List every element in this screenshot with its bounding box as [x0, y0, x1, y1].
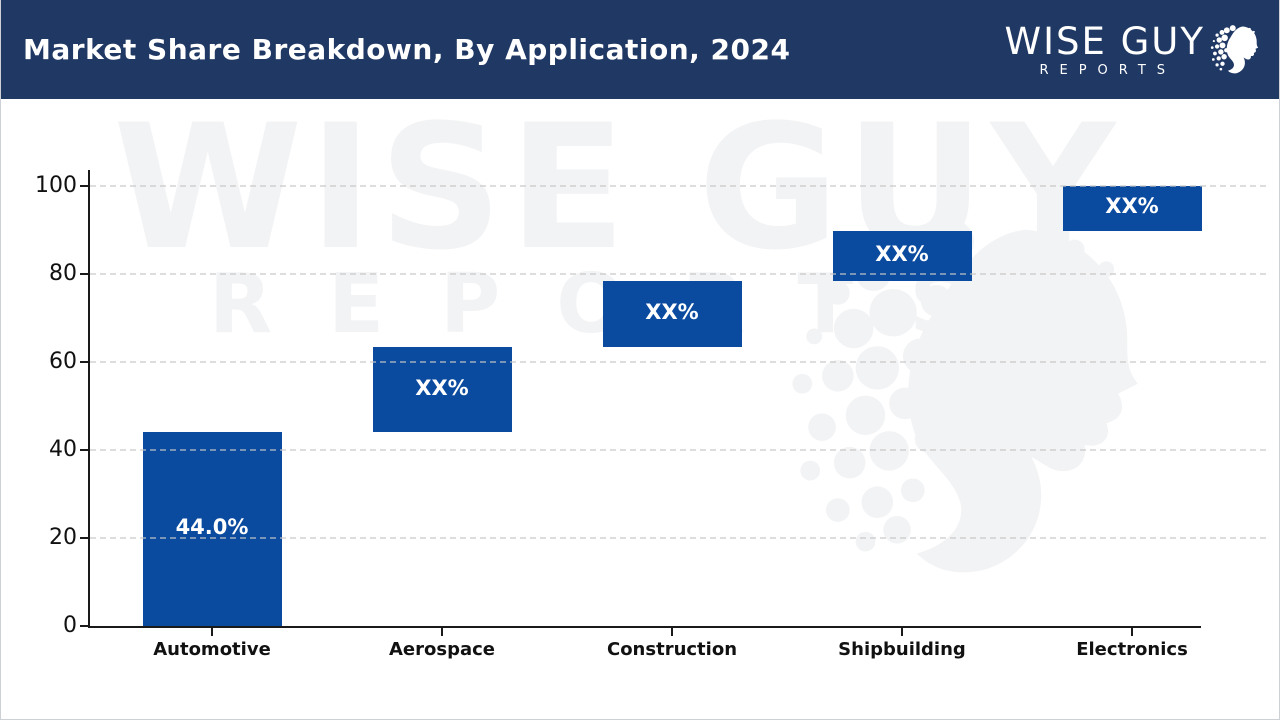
x-axis-tick: [901, 628, 903, 636]
y-tick-label: 100: [35, 173, 77, 198]
category-label: Electronics: [1076, 639, 1188, 660]
x-axis-line: [88, 626, 1201, 628]
gridline-60: [90, 361, 1266, 363]
y-axis-tick: [80, 361, 88, 363]
category-label: Aerospace: [388, 639, 495, 660]
category-label: Construction: [606, 639, 738, 660]
header: Market Share Breakdown, By Application, …: [1, 0, 1279, 99]
x-axis-tick: [671, 628, 673, 636]
y-tick-label: 0: [63, 613, 77, 638]
bar-value-label: XX%: [1105, 194, 1159, 219]
y-axis-tick: [80, 273, 88, 275]
gridline-20: [90, 537, 1266, 539]
y-axis-tick: [80, 537, 88, 539]
gridline-100: [90, 185, 1266, 187]
brand-logo: WISE GUY REPORTS: [1005, 12, 1263, 88]
x-axis-tick: [211, 628, 213, 636]
page-title: Market Share Breakdown, By Application, …: [23, 33, 791, 66]
chart-area: WISE GUY REPORTS 44.0%AutomotiveXX%Aeros…: [1, 87, 1279, 719]
category-label: Shipbuilding: [838, 639, 966, 660]
gridline-40: [90, 449, 1266, 451]
head-profile-icon: [1210, 24, 1259, 73]
y-axis-line: [88, 170, 90, 628]
y-axis-tick: [80, 185, 88, 187]
x-axis-tick: [441, 628, 443, 636]
y-tick-label: 80: [49, 261, 77, 286]
y-axis-tick: [80, 625, 88, 627]
bar-aerospace: [372, 346, 512, 433]
bar-electronics: [1062, 186, 1202, 231]
logo-wordmark-sub: REPORTS: [1039, 62, 1177, 78]
y-axis-tick: [80, 449, 88, 451]
bar-value-label: XX%: [875, 241, 929, 266]
bar-automotive: [142, 432, 282, 626]
category-label: Automotive: [153, 639, 271, 660]
logo-wordmark: WISE GUY REPORTS: [1005, 23, 1205, 77]
bar-value-label: 44.0%: [175, 515, 249, 540]
y-tick-label: 20: [49, 525, 77, 550]
bar-construction: [602, 281, 742, 347]
bar-value-label: XX%: [415, 375, 469, 400]
gridline-80: [90, 273, 1266, 275]
y-tick-label: 60: [49, 349, 77, 374]
bar-shipbuilding: [832, 230, 972, 281]
y-tick-label: 40: [49, 437, 77, 462]
bar-value-label: XX%: [645, 300, 699, 325]
logo-wordmark-main: WISE GUY: [1004, 19, 1205, 63]
x-axis-tick: [1131, 628, 1133, 636]
